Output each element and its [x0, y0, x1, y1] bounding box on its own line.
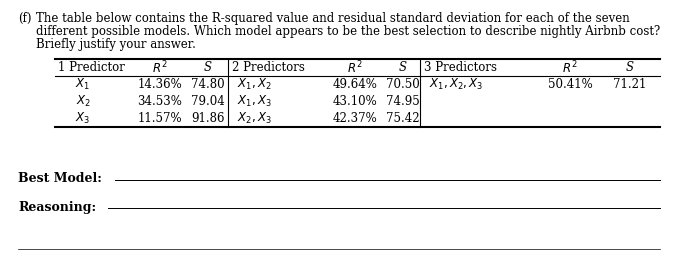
Text: $R^2$: $R^2$ [347, 59, 363, 76]
Text: $X_1, X_3$: $X_1, X_3$ [237, 94, 272, 109]
Text: 75.42: 75.42 [386, 112, 420, 125]
Text: 49.64%: 49.64% [332, 78, 377, 91]
Text: 74.95: 74.95 [386, 95, 420, 108]
Text: $R^2$: $R^2$ [153, 59, 168, 76]
Text: $X_3$: $X_3$ [76, 111, 90, 126]
Text: different possible models. Which model appears to be the best selection to descr: different possible models. Which model a… [36, 25, 660, 38]
Text: 79.04: 79.04 [191, 95, 225, 108]
Text: $R^2$: $R^2$ [562, 59, 578, 76]
Text: (f): (f) [18, 12, 32, 25]
Text: Briefly justify your answer.: Briefly justify your answer. [36, 38, 196, 51]
Text: $X_2, X_3$: $X_2, X_3$ [237, 111, 272, 126]
Text: 3 Predictors: 3 Predictors [424, 61, 497, 74]
Text: 70.50: 70.50 [386, 78, 420, 91]
Text: 91.86: 91.86 [191, 112, 225, 125]
Text: 2 Predictors: 2 Predictors [232, 61, 305, 74]
Text: S: S [626, 61, 634, 74]
Text: $X_1, X_2, X_3$: $X_1, X_2, X_3$ [429, 77, 484, 92]
Text: 71.21: 71.21 [613, 78, 647, 91]
Text: $X_2$: $X_2$ [76, 94, 90, 109]
Text: $X_1$: $X_1$ [76, 77, 90, 92]
Text: 42.37%: 42.37% [332, 112, 377, 125]
Text: Best Model:: Best Model: [18, 172, 102, 186]
Text: S: S [204, 61, 212, 74]
Text: Reasoning:: Reasoning: [18, 201, 96, 214]
Text: 34.53%: 34.53% [138, 95, 183, 108]
Text: 14.36%: 14.36% [138, 78, 183, 91]
Text: 74.80: 74.80 [191, 78, 225, 91]
Text: 11.57%: 11.57% [138, 112, 182, 125]
Text: The table below contains the R-squared value and residual standard deviation for: The table below contains the R-squared v… [36, 12, 630, 25]
Text: $X_1, X_2$: $X_1, X_2$ [237, 77, 272, 92]
Text: 43.10%: 43.10% [332, 95, 377, 108]
Text: 1 Predictor: 1 Predictor [58, 61, 125, 74]
Text: 50.41%: 50.41% [547, 78, 592, 91]
Text: S: S [399, 61, 407, 74]
